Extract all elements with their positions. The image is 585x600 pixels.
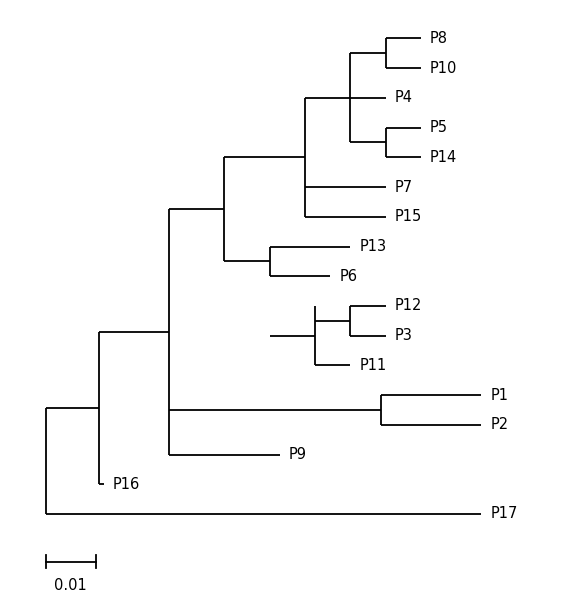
Text: P16: P16: [113, 477, 140, 492]
Text: P13: P13: [360, 239, 387, 254]
Text: P10: P10: [430, 61, 457, 76]
Text: P17: P17: [490, 506, 518, 521]
Text: P8: P8: [430, 31, 448, 46]
Text: P14: P14: [430, 150, 457, 165]
Text: P4: P4: [395, 91, 413, 106]
Text: 0.01: 0.01: [54, 578, 87, 593]
Text: P3: P3: [395, 328, 412, 343]
Text: P9: P9: [289, 447, 307, 462]
Text: P15: P15: [395, 209, 422, 224]
Text: P7: P7: [395, 179, 413, 194]
Text: P12: P12: [395, 298, 422, 313]
Text: P2: P2: [490, 418, 508, 433]
Text: P6: P6: [339, 269, 357, 284]
Text: P5: P5: [430, 120, 448, 135]
Text: P1: P1: [490, 388, 508, 403]
Text: P11: P11: [360, 358, 387, 373]
